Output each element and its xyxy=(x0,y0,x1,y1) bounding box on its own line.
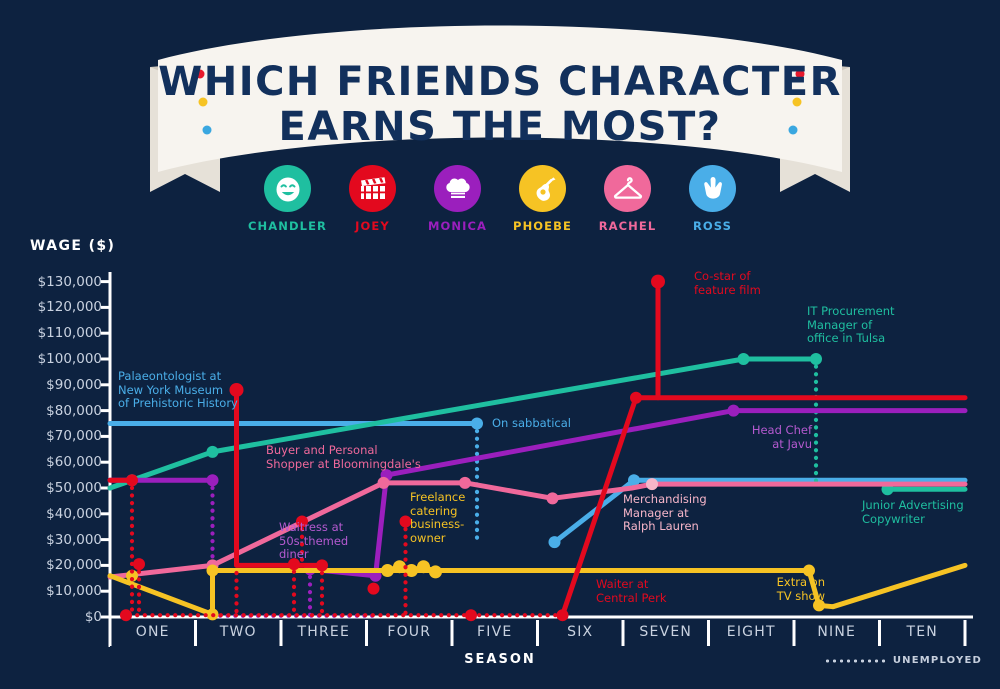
chart-annotation: Waitress at 50s-themed diner xyxy=(279,520,349,562)
coat-hanger-icon xyxy=(604,165,651,212)
phoebe-line-segment xyxy=(806,568,822,608)
unemployed-key-label: UNEMPLOYED xyxy=(892,655,982,666)
phoebe-data-point xyxy=(126,569,138,582)
legend-item-label: RACHEL xyxy=(598,219,657,233)
chart-annotation: Palaeontologist at New York Museum of Pr… xyxy=(118,369,238,411)
unemployed-key: UNEMPLOYED xyxy=(823,655,982,666)
chandler-data-point xyxy=(737,353,750,365)
y-axis-tick-labels: $130,000 $120,000 $110,000 $100,000 $90,000 $… xyxy=(0,0,102,684)
chandler-data-point xyxy=(206,445,219,458)
chart-annotation: Freelance catering business- owner xyxy=(410,490,466,545)
ross-data-point xyxy=(628,474,640,487)
joey-data-point xyxy=(465,609,477,622)
legend-item-chandler[interactable]: CHANDLER xyxy=(245,165,330,233)
x-tick-label-three: THREE xyxy=(297,624,350,640)
y-tick-label: $30,000 xyxy=(46,531,102,548)
y-tick-label: $80,000 xyxy=(46,402,102,419)
chart-annotation: Extra on TV show xyxy=(776,575,825,603)
legend-item-joey[interactable]: JOEY xyxy=(330,165,415,233)
chart-annotation: On sabbatical xyxy=(492,416,571,430)
y-tick-label: $60,000 xyxy=(46,454,102,471)
x-tick-label-nine: NINE xyxy=(817,624,857,640)
chart-annotation: Junior Advertising Copywriter xyxy=(862,498,964,526)
rachel-data-point xyxy=(459,476,471,489)
monica-data-point xyxy=(727,404,740,417)
y-tick-label: $50,000 xyxy=(46,480,102,496)
chart-annotation: Buyer and Personal Shopper at Bloomingda… xyxy=(266,443,421,471)
joey-data-point xyxy=(367,582,380,595)
joey-data-point xyxy=(120,609,132,622)
legend-item-phoebe[interactable]: PHOEBE xyxy=(500,165,585,233)
y-axis-title: WAGE ($) xyxy=(30,238,116,254)
phoebe-line-segment xyxy=(107,568,812,617)
y-tick-label: $40,000 xyxy=(46,505,102,522)
legend-item-ross[interactable]: ROSS xyxy=(670,165,755,233)
chart-annotation: IT Procurement Manager of office in Tuls… xyxy=(807,304,895,346)
banner-shape xyxy=(150,25,850,192)
y-tick-label: $20,000 xyxy=(46,557,102,574)
phoebe-line-segment xyxy=(385,564,438,575)
chef-hat-icon xyxy=(434,165,481,212)
clapperboard-icon xyxy=(349,165,396,212)
y-tick-label: $120,000 xyxy=(37,299,102,316)
unemployed-dotted-swatch xyxy=(823,658,886,663)
joey-data-point xyxy=(651,274,665,289)
phoebe-line-segment xyxy=(830,562,968,610)
legend-item-monica[interactable]: MONICA xyxy=(415,165,500,233)
legend-item-label: JOEY xyxy=(355,219,390,233)
joey-data-point xyxy=(229,382,244,397)
y-tick-label: $100,000 xyxy=(37,351,102,367)
y-tick-label: $0 xyxy=(84,609,102,625)
x-tick-label-two: TWO xyxy=(219,624,257,640)
x-tick-label-one: ONE xyxy=(135,624,170,640)
y-tick-label: $130,000 xyxy=(37,273,102,290)
y-tick-label: $70,000 xyxy=(46,428,102,445)
x-tick-label-ten: TEN xyxy=(906,624,938,640)
x-tick-label-seven: SEVEN xyxy=(639,624,693,640)
legend-item-label: PHOEBE xyxy=(513,219,572,233)
x-tick-label-four: FOUR xyxy=(387,624,432,640)
chart-annotation: Merchandising Manager at Ralph Lauren xyxy=(623,492,707,534)
x-tick-label-five: FIVE xyxy=(477,624,513,640)
chart-annotation: Head Chef at Javu xyxy=(751,423,812,451)
smiley-face-icon xyxy=(264,165,311,212)
chart-annotation: Waiter at Central Perk xyxy=(596,577,667,605)
joey-data-point xyxy=(630,391,642,404)
dinosaur-footprint-icon xyxy=(689,165,736,212)
rachel-data-point xyxy=(377,476,390,489)
legend-item-label: MONICA xyxy=(427,219,488,233)
x-axis-title: SEASON xyxy=(464,652,536,667)
x-tick-label-eight: EIGHT xyxy=(726,624,776,640)
y-tick-label: $90,000 xyxy=(46,376,102,393)
legend-item-label: ROSS xyxy=(692,219,733,233)
phoebe-data-point xyxy=(206,564,219,577)
rachel-data-point xyxy=(546,492,559,505)
ross-data-point xyxy=(548,536,561,549)
legend-item-label: CHANDLER xyxy=(248,219,327,233)
y-tick-label: $110,000 xyxy=(37,325,102,342)
character-legend: CHANDLER JOEY MONICA PHOEBE RACHEL ROSS xyxy=(0,165,1000,245)
x-tick-label-six: SIX xyxy=(567,624,594,640)
legend-item-rachel[interactable]: RACHEL xyxy=(585,165,670,233)
y-tick-label: $10,000 xyxy=(46,583,102,600)
rachel-data-point xyxy=(646,478,658,491)
guitar-icon xyxy=(519,165,566,212)
chart-annotation: Co-star of feature film xyxy=(694,269,761,297)
phoebe-data-point xyxy=(803,564,815,577)
